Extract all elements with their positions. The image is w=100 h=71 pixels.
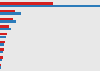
Bar [0, 25, 9, 28]
Bar [0, 64, 1, 66]
Bar [0, 18, 13, 20]
Bar [0, 51, 3, 53]
Bar [0, 20, 16, 23]
Bar [0, 33, 7, 35]
Bar [0, 59, 2, 61]
Bar [0, 48, 4, 51]
Bar [0, 10, 15, 12]
Bar [0, 2, 53, 5]
Bar [0, 5, 100, 7]
Bar [0, 56, 3, 59]
Bar [0, 12, 21, 15]
Bar [0, 66, 1, 69]
Bar [0, 43, 4, 46]
Bar [0, 41, 5, 43]
Bar [0, 28, 11, 30]
Bar [0, 36, 6, 38]
